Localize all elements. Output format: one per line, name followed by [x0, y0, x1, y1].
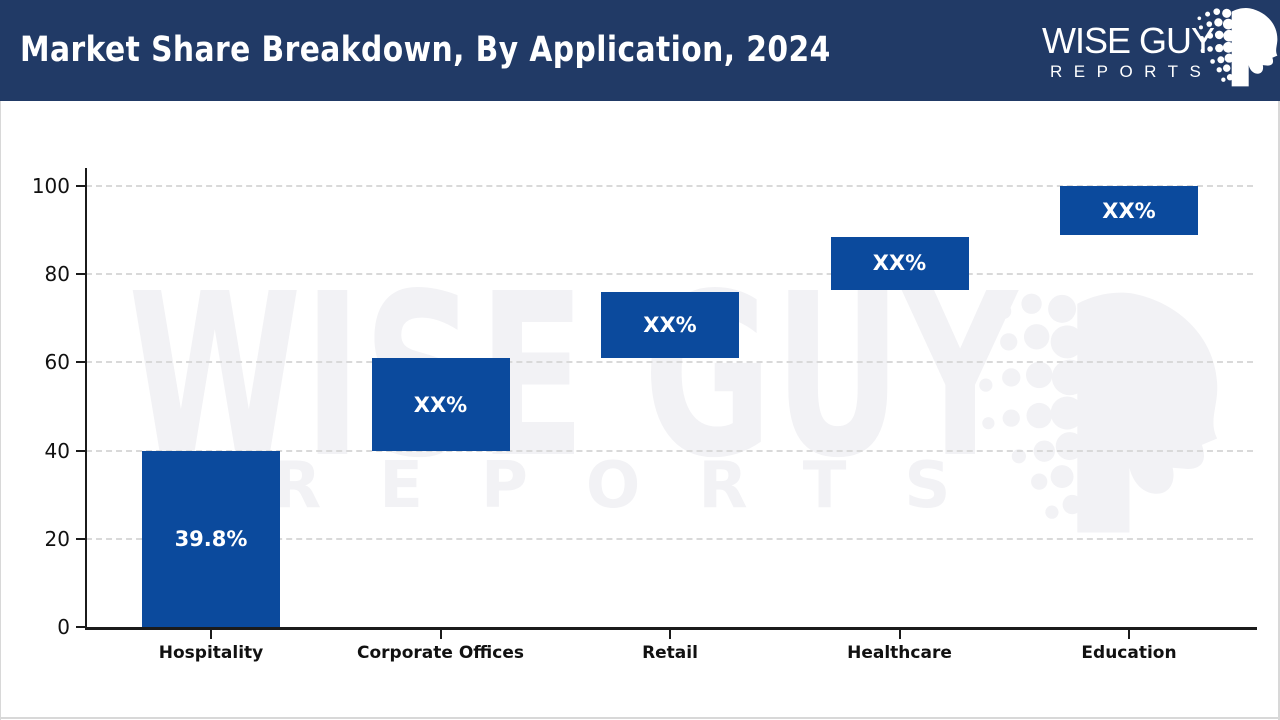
- logo-reports-text: REPORTS: [1050, 62, 1213, 81]
- bar-corporate-offices: XX%: [371, 357, 510, 452]
- y-tick-label: 60: [44, 350, 70, 375]
- bar-value-label: XX%: [872, 251, 927, 276]
- gridline: [86, 273, 1253, 276]
- gridline: [86, 537, 1253, 540]
- y-tick-mark: [76, 537, 86, 540]
- watermark-reports-text: REPORTS: [272, 449, 1009, 523]
- y-tick-mark: [76, 449, 86, 452]
- y-axis-line: [85, 168, 87, 630]
- y-tick-label: 40: [44, 438, 70, 463]
- bottom-frame-line: [0, 717, 1280, 719]
- gridline: [86, 185, 1253, 187]
- y-tick-mark: [76, 273, 86, 276]
- logo-wiseguy-text: WISE GUY: [1042, 20, 1215, 61]
- bar-value-label: XX%: [1102, 198, 1156, 223]
- x-tick-mark: [439, 630, 442, 639]
- x-tick-label: Healthcare: [847, 643, 952, 663]
- y-tick-label: 100: [31, 174, 70, 198]
- bar-value-label: XX%: [413, 392, 468, 417]
- right-frame-line: [1278, 101, 1280, 720]
- x-tick-mark: [669, 630, 671, 639]
- y-tick-mark: [76, 361, 86, 364]
- x-axis-line: [85, 627, 1257, 630]
- y-tick-mark: [76, 185, 86, 187]
- bar-hospitality: 39.8%: [142, 451, 280, 627]
- y-tick-label: 80: [44, 262, 70, 287]
- header-banner: Market Share Breakdown, By Application, …: [0, 0, 1280, 101]
- x-tick-label: Education: [1081, 643, 1177, 663]
- gridline: [86, 361, 1253, 364]
- page-title: Market Share Breakdown, By Application, …: [20, 29, 831, 70]
- x-tick-label: Retail: [642, 643, 698, 663]
- x-tick-mark: [1128, 630, 1130, 639]
- x-tick-mark: [210, 630, 212, 639]
- y-tick-label: 0: [57, 615, 70, 639]
- bar-retail: XX%: [601, 291, 739, 358]
- bar-value-label: 39.8%: [174, 527, 248, 552]
- x-tick-label: Hospitality: [158, 643, 264, 663]
- logo-head-icon: [1197, 8, 1278, 87]
- bar-value-label: XX%: [643, 312, 697, 337]
- gridline: [86, 449, 1253, 452]
- y-tick-label: 20: [44, 526, 70, 551]
- bar-healthcare: XX%: [830, 236, 969, 290]
- x-tick-mark: [898, 630, 901, 639]
- bar-education: XX%: [1060, 186, 1198, 236]
- left-frame-line: [0, 101, 1, 720]
- x-tick-label: Corporate Offices: [357, 643, 524, 663]
- y-tick-mark: [76, 626, 86, 628]
